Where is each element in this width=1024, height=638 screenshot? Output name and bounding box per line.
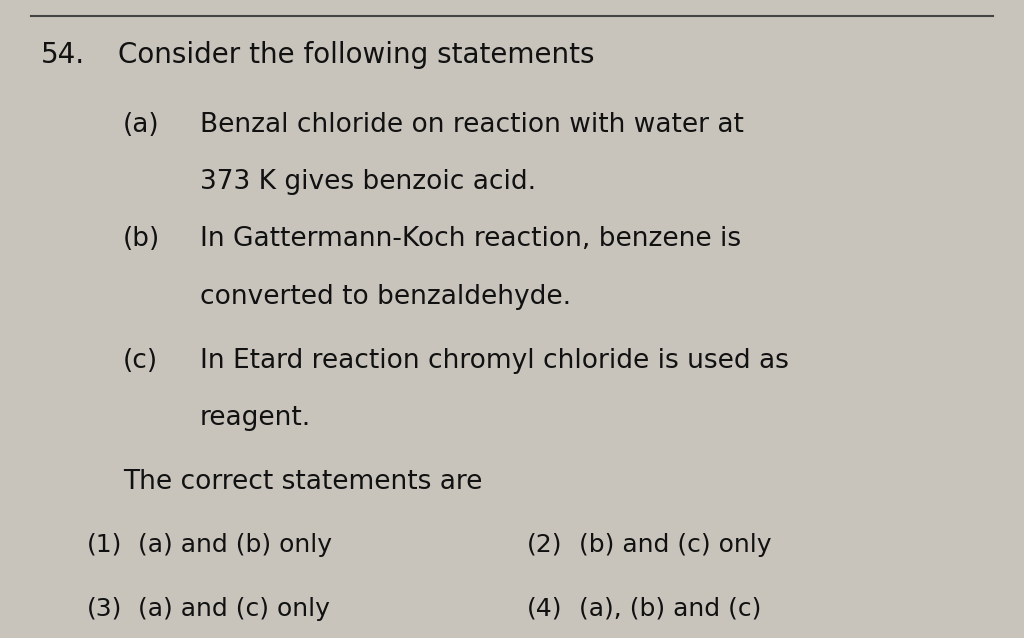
Text: 373 K gives benzoic acid.: 373 K gives benzoic acid. bbox=[200, 169, 536, 195]
Text: (a): (a) bbox=[123, 112, 160, 138]
Text: (3): (3) bbox=[87, 597, 123, 621]
Text: reagent.: reagent. bbox=[200, 405, 311, 431]
Text: In Gattermann-Koch reaction, benzene is: In Gattermann-Koch reaction, benzene is bbox=[200, 226, 740, 253]
Text: (b) and (c) only: (b) and (c) only bbox=[579, 533, 771, 557]
Text: Benzal chloride on reaction with water at: Benzal chloride on reaction with water a… bbox=[200, 112, 743, 138]
Text: (a) and (b) only: (a) and (b) only bbox=[138, 533, 332, 557]
Text: The correct statements are: The correct statements are bbox=[123, 469, 482, 495]
Text: (1): (1) bbox=[87, 533, 123, 557]
Text: Consider the following statements: Consider the following statements bbox=[118, 41, 594, 70]
Text: (b): (b) bbox=[123, 226, 160, 253]
Text: (4): (4) bbox=[527, 597, 563, 621]
Text: In Etard reaction chromyl chloride is used as: In Etard reaction chromyl chloride is us… bbox=[200, 348, 788, 374]
Text: (c): (c) bbox=[123, 348, 158, 374]
Text: (a) and (c) only: (a) and (c) only bbox=[138, 597, 330, 621]
Text: (a), (b) and (c): (a), (b) and (c) bbox=[579, 597, 761, 621]
Text: (2): (2) bbox=[527, 533, 563, 557]
Text: converted to benzaldehyde.: converted to benzaldehyde. bbox=[200, 284, 570, 310]
Text: 54.: 54. bbox=[41, 41, 85, 70]
